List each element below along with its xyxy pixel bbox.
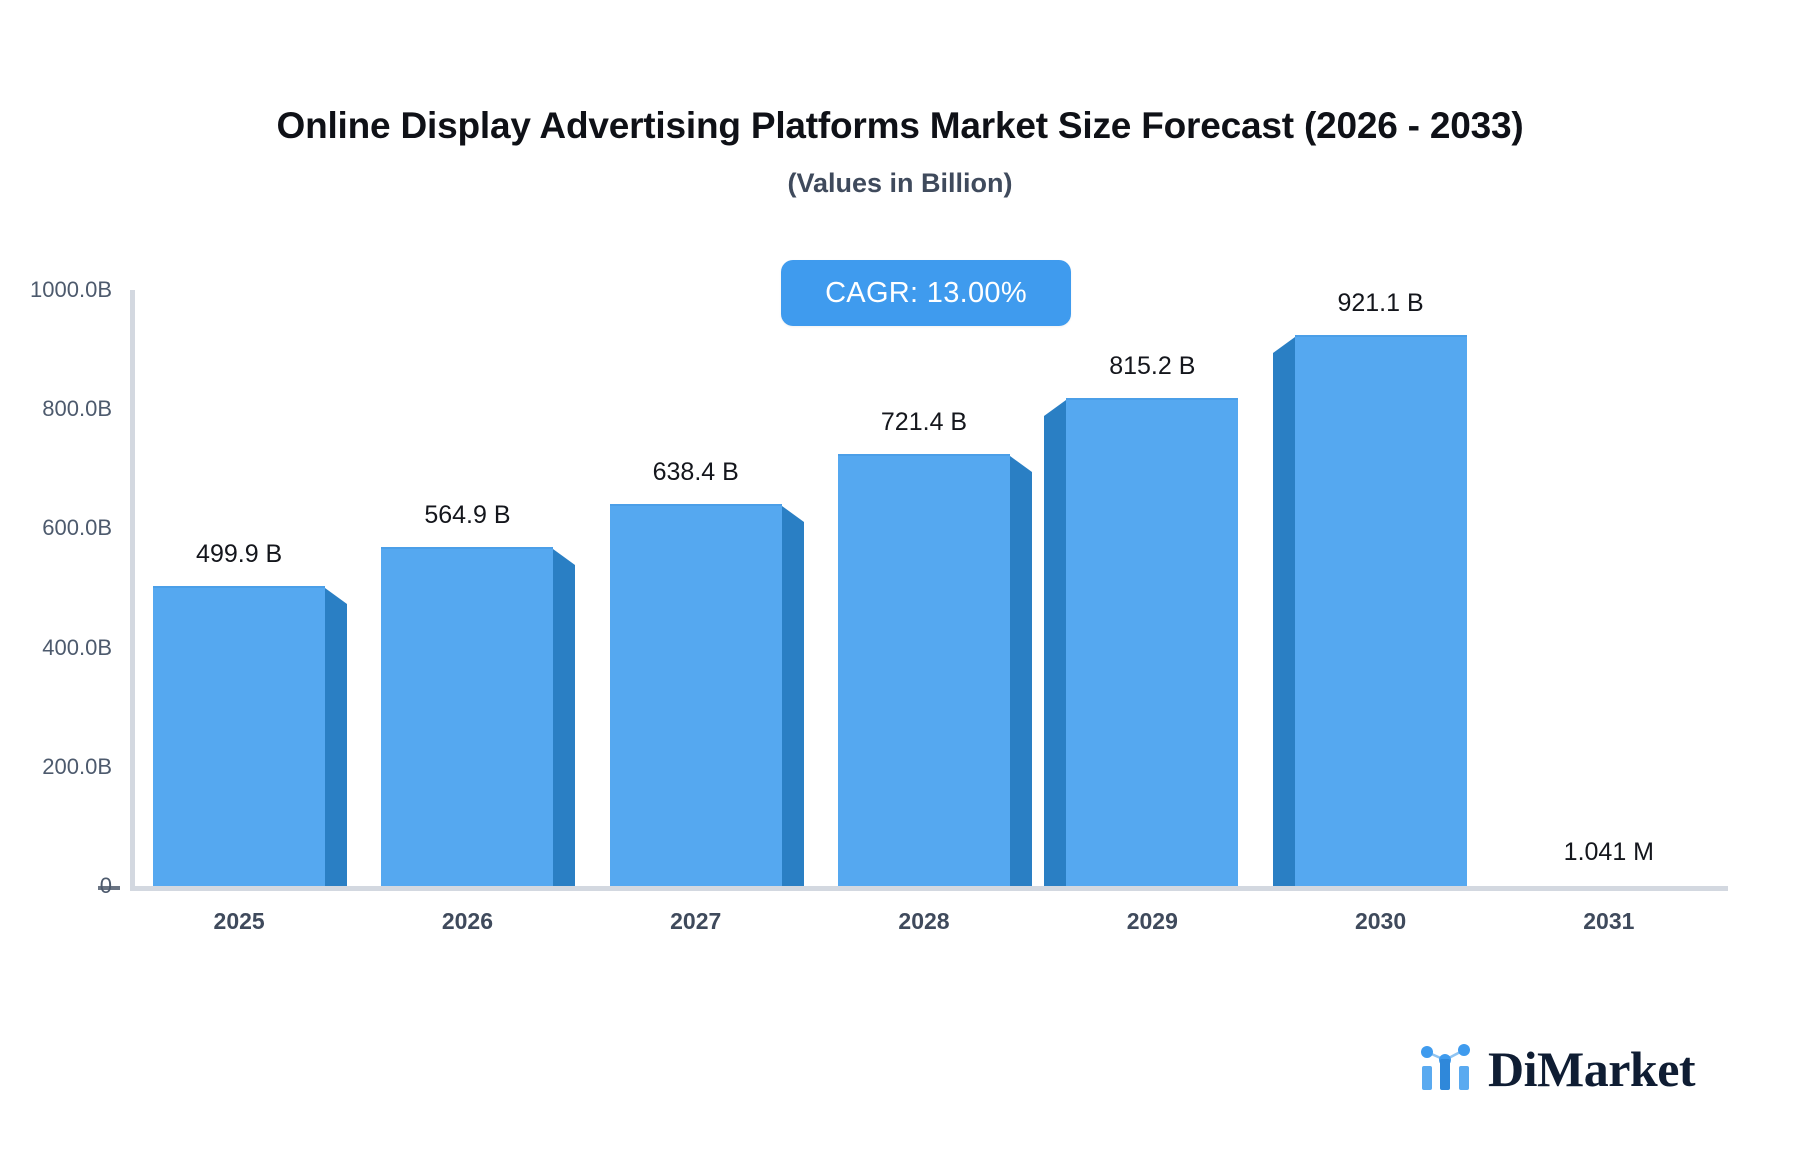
bar-face — [838, 454, 1010, 886]
x-axis-tick-label: 2025 — [213, 908, 265, 934]
bar-side-face — [1272, 353, 1295, 886]
bar-chart-icon — [1418, 1040, 1474, 1097]
bar-top-bevel — [1044, 400, 1067, 417]
bar-side-face — [553, 565, 576, 886]
bar-2028[interactable] — [838, 454, 1032, 886]
x-axis-tick-label: 2030 — [1354, 908, 1407, 934]
dimarket-logo: DiMarket — [1418, 1040, 1696, 1097]
bar-2031[interactable] — [1523, 886, 1695, 887]
bar-2029[interactable] — [1044, 398, 1239, 886]
bar-top-bevel — [325, 588, 348, 605]
bar-value-label: 1.041 M — [1563, 837, 1655, 866]
bar-top-bevel — [1272, 337, 1295, 354]
bar-face — [1294, 335, 1467, 886]
bar-side-face — [325, 604, 348, 886]
bar-2025[interactable] — [153, 586, 348, 886]
chart-subtitle: (Values in Billion) — [787, 168, 1013, 198]
y-axis-tick-label: 400.0B — [42, 634, 112, 660]
y-axis-tick-label: 200.0B — [42, 753, 112, 779]
bar-top-bevel — [1010, 456, 1032, 473]
bar-2027[interactable] — [609, 503, 804, 886]
bar-top-bevel — [781, 505, 804, 522]
bar-face — [1066, 398, 1239, 886]
cagr-badge: CAGR: 13.00% — [781, 260, 1071, 326]
bar-top-bevel — [553, 549, 576, 566]
y-axis-tick-label: 800.0B — [42, 396, 112, 422]
bar-side-face — [781, 521, 804, 886]
y-axis-line — [130, 290, 135, 890]
bar-face — [609, 503, 782, 886]
chart-title: Online Display Advertising Platforms Mar… — [276, 105, 1524, 146]
y-axis-tick-label: 600.0B — [42, 515, 112, 541]
bar-value-label: 638.4 B — [652, 457, 739, 486]
y-axis-tick-label: 0 — [99, 873, 112, 898]
bar-value-label: 921.1 B — [1337, 289, 1424, 318]
bar-2026[interactable] — [381, 547, 576, 886]
y-axis-tick-label: 1000.0B — [30, 277, 112, 302]
zero-tick-mark — [98, 886, 120, 890]
logo-text: DiMarket — [1488, 1040, 1696, 1097]
bar-face — [381, 547, 554, 886]
bar-value-label: 499.9 B — [196, 540, 283, 569]
bar-value-label: 564.9 B — [424, 501, 511, 530]
x-axis-tick-label: 2026 — [441, 908, 494, 934]
x-axis-tick-label: 2027 — [670, 908, 722, 934]
x-axis-line — [130, 886, 1728, 891]
x-axis-tick-label: 2028 — [898, 908, 950, 934]
bar-value-label: 721.4 B — [880, 408, 968, 437]
bar-2030[interactable] — [1272, 335, 1467, 886]
x-axis-tick-label: 2031 — [1583, 908, 1635, 934]
bar-face — [153, 586, 326, 886]
bar-side-face — [1010, 472, 1032, 886]
bar-value-label: 815.2 B — [1109, 352, 1196, 381]
x-axis-tick-label: 2029 — [1126, 908, 1178, 934]
bar-side-face — [1044, 416, 1067, 886]
